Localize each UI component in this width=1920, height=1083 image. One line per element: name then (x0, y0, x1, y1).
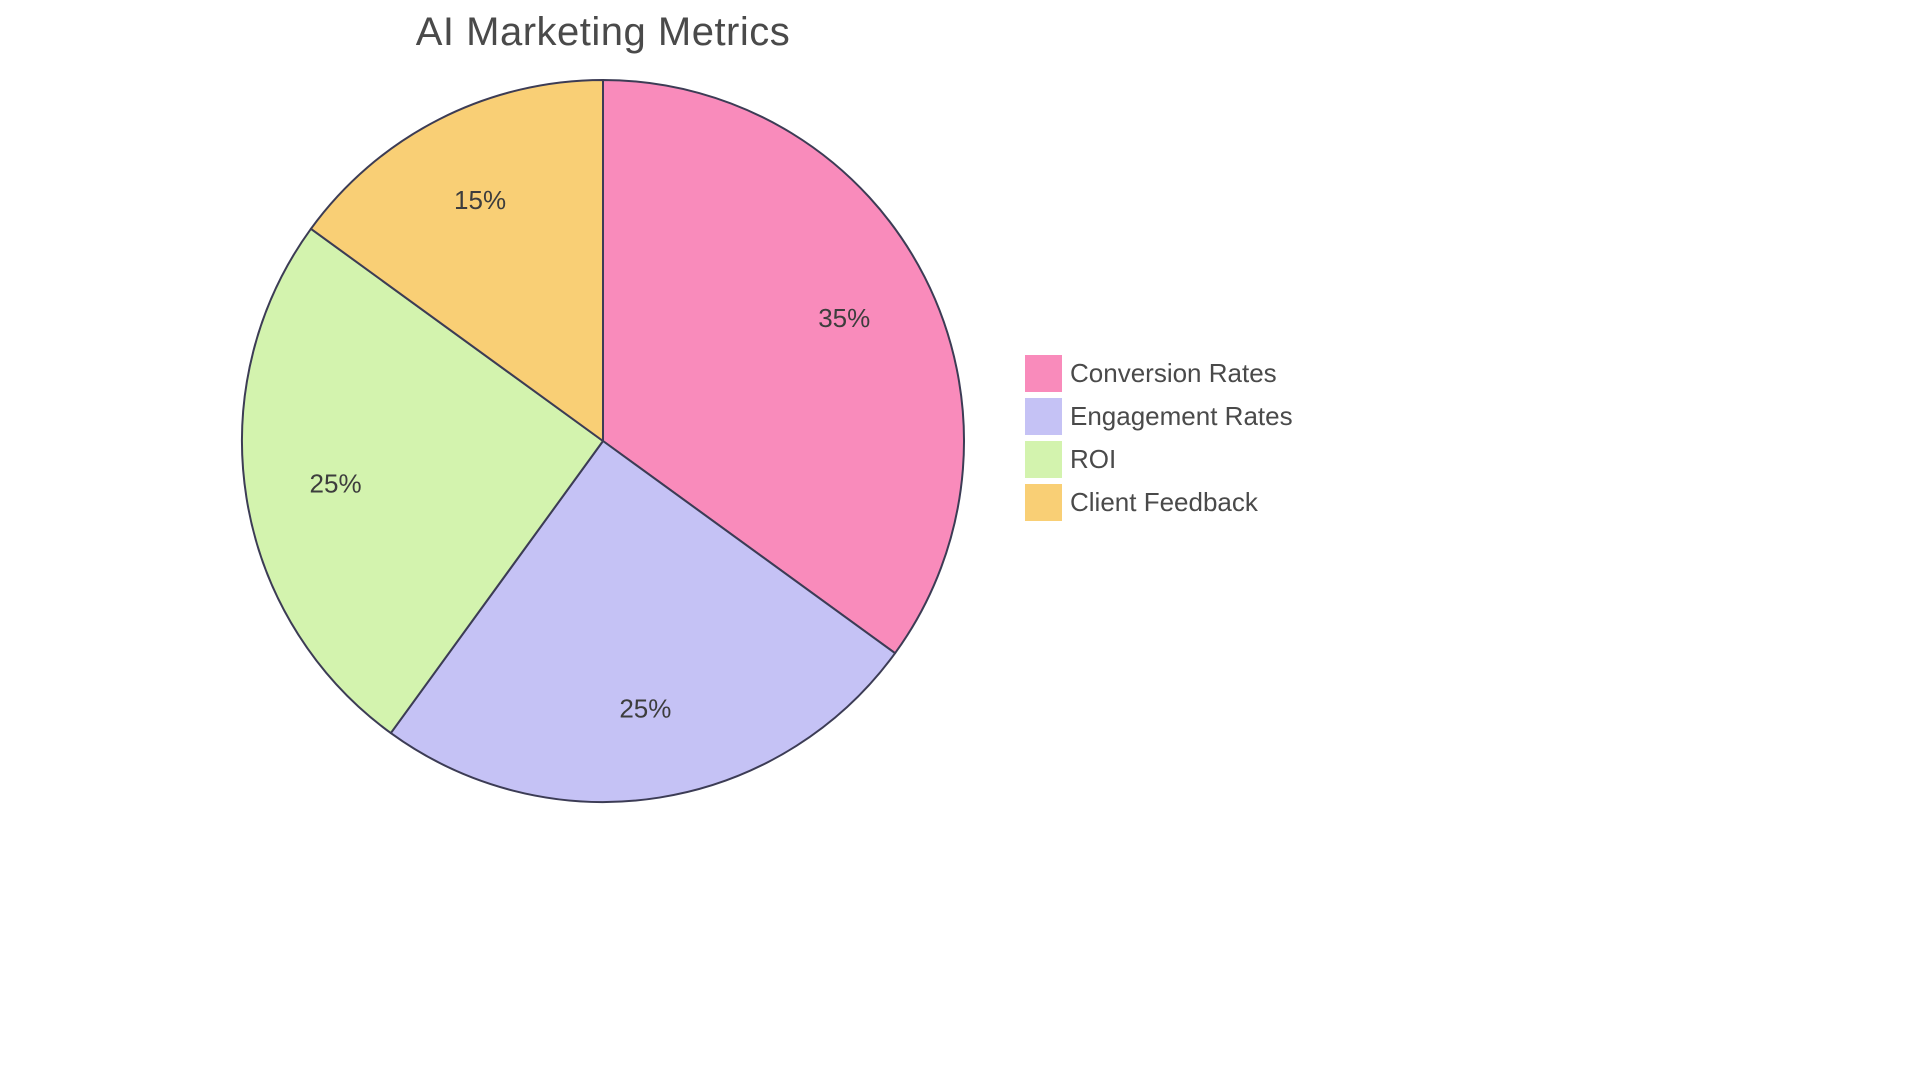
slice-percent-label-client-feedback: 15% (454, 185, 506, 215)
legend-item-conversion-rates: Conversion Rates (1025, 352, 1293, 395)
legend-label-client-feedback: Client Feedback (1070, 487, 1258, 517)
legend: Conversion Rates Engagement Rates ROI Clien… (1025, 352, 1293, 524)
pie-slice-engagement-rates (389, 440, 897, 803)
legend-label-conversion-rates: Conversion Rates (1070, 358, 1277, 388)
pie-slice-conversion-rates (602, 79, 965, 655)
legend-item-roi: ROI (1025, 438, 1293, 481)
pie-slice-client-feedback (309, 79, 604, 442)
legend-item-engagement-rates: Engagement Rates (1025, 395, 1293, 438)
slice-percent-label-conversion-rates: 35% (818, 303, 870, 333)
legend-swatch-conversion-rates (1025, 355, 1062, 392)
legend-label-engagement-rates: Engagement Rates (1070, 401, 1293, 431)
slice-percent-label-roi: 25% (310, 468, 362, 498)
legend-swatch-engagement-rates (1025, 398, 1062, 435)
legend-swatch-client-feedback (1025, 484, 1062, 521)
chart-title: AI Marketing Metrics (415, 10, 791, 54)
legend-label-roi: ROI (1070, 444, 1117, 474)
legend-item-client-feedback: Client Feedback (1025, 481, 1293, 524)
pie-slice-roi (241, 227, 604, 735)
legend-swatch-roi (1025, 441, 1062, 478)
slice-percent-label-engagement-rates: 25% (619, 693, 671, 723)
